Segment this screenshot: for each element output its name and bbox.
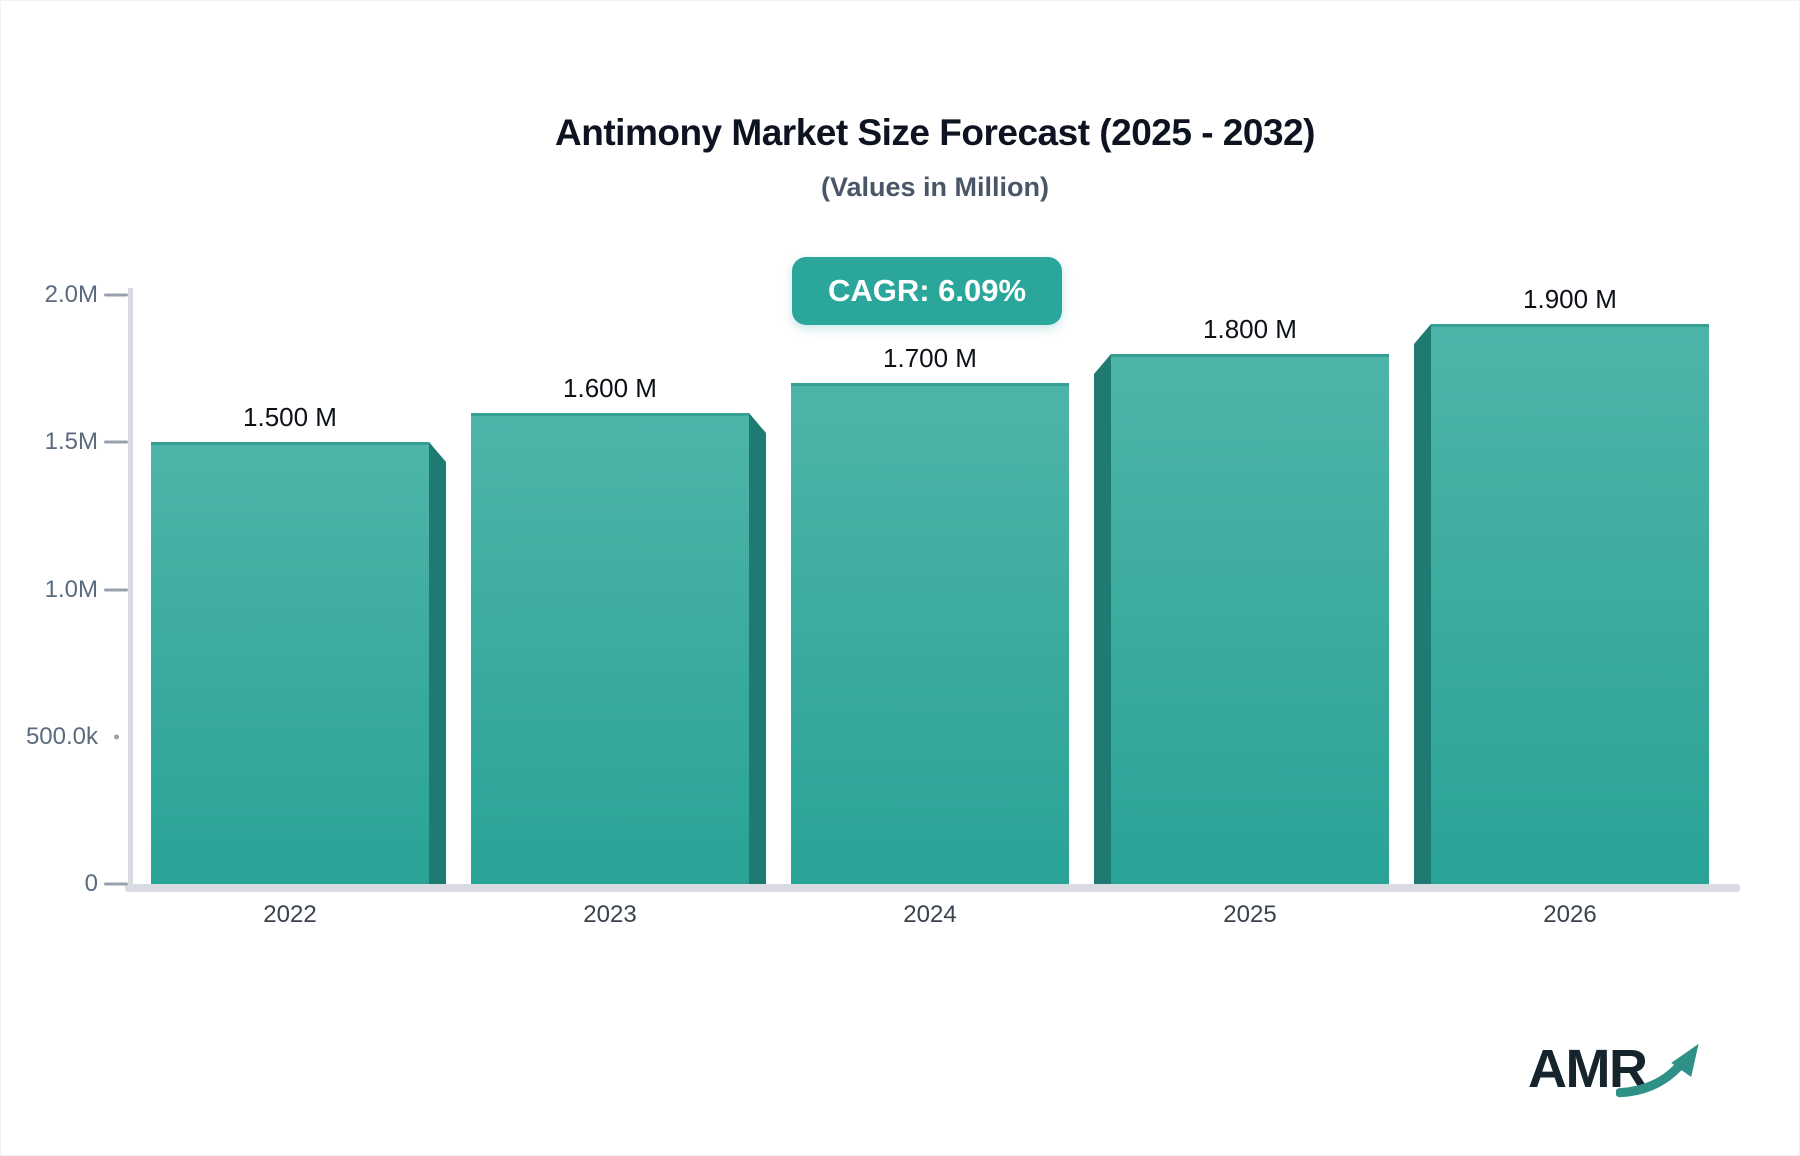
- y-tick-label: 1.5M: [44, 428, 98, 455]
- y-tick-mark: [104, 440, 128, 444]
- chart-subtitle: (Values in Million): [820, 172, 1050, 202]
- y-tick-label: 2.0M: [44, 281, 98, 308]
- bar-side-face: [749, 413, 766, 884]
- y-tick-label: 500.0k: [25, 723, 98, 750]
- bar-2024: [791, 383, 1069, 884]
- chart-title: Antimony Market Size Forecast (2025 - 20…: [555, 112, 1315, 153]
- x-tick-label: 2026: [1543, 901, 1597, 928]
- x-tick-label: 2022: [263, 901, 317, 928]
- y-tick-mark: [114, 734, 119, 740]
- bar-2025: [1111, 354, 1389, 884]
- bar-side-face: [429, 442, 446, 884]
- y-tick-mark: [104, 588, 128, 592]
- y-axis-line: [128, 288, 133, 892]
- growth-arrow-icon: [1616, 1043, 1699, 1098]
- bar-value-label: 1.900 M: [1523, 284, 1617, 314]
- x-axis-baseline: [125, 884, 1740, 892]
- bar-value-label: 1.700 M: [883, 343, 977, 373]
- cagr-badge: CAGR: 6.09%: [792, 257, 1062, 325]
- bar-2022: [151, 442, 429, 884]
- x-tick-label: 2024: [903, 901, 957, 928]
- bar-value-label: 1.500 M: [243, 402, 337, 432]
- bar-side-face: [1094, 354, 1111, 884]
- y-tick-mark: [104, 882, 128, 886]
- y-tick-mark: [104, 293, 128, 297]
- x-tick-label: 2023: [583, 901, 637, 928]
- bar-side-face: [1414, 324, 1431, 884]
- y-tick-label: 1.0M: [44, 576, 98, 603]
- y-tick-label: 0: [84, 870, 98, 897]
- bar-value-label: 1.600 M: [563, 373, 657, 403]
- bar-value-label: 1.800 M: [1203, 314, 1297, 344]
- bar-2026: [1431, 324, 1709, 884]
- bar-2023: [471, 413, 749, 884]
- x-tick-label: 2025: [1223, 901, 1277, 928]
- amr-logo: AMR: [1528, 1038, 1710, 1106]
